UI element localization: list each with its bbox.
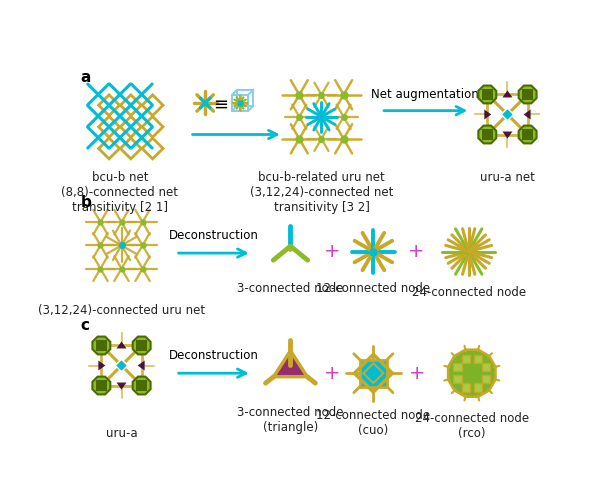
Polygon shape bbox=[137, 361, 145, 370]
Polygon shape bbox=[96, 380, 107, 391]
Polygon shape bbox=[453, 375, 461, 383]
Polygon shape bbox=[522, 129, 533, 140]
Text: +: + bbox=[409, 364, 426, 383]
Text: uru-a: uru-a bbox=[106, 427, 137, 440]
Polygon shape bbox=[116, 382, 127, 390]
Text: 24-connected node: 24-connected node bbox=[412, 286, 526, 299]
Text: 12-connected node: 12-connected node bbox=[316, 282, 430, 295]
Polygon shape bbox=[484, 110, 491, 120]
Polygon shape bbox=[98, 361, 106, 370]
Polygon shape bbox=[473, 383, 482, 392]
Polygon shape bbox=[133, 377, 151, 395]
Polygon shape bbox=[482, 363, 490, 371]
Polygon shape bbox=[473, 355, 482, 363]
Text: uru-a net: uru-a net bbox=[480, 171, 535, 184]
Text: +: + bbox=[324, 364, 341, 383]
Text: c: c bbox=[80, 318, 89, 333]
Text: 24-connected node
(rco): 24-connected node (rco) bbox=[415, 412, 529, 440]
Polygon shape bbox=[482, 375, 490, 383]
Text: bcu-b net
(8,8)-connected net
transitivity [2 1]: bcu-b net (8,8)-connected net transitivi… bbox=[61, 171, 178, 215]
Polygon shape bbox=[116, 341, 127, 348]
Polygon shape bbox=[274, 351, 307, 377]
Text: Net augmentation: Net augmentation bbox=[371, 89, 479, 101]
Text: +: + bbox=[324, 242, 341, 261]
Polygon shape bbox=[518, 86, 536, 103]
Polygon shape bbox=[461, 383, 470, 392]
Text: +: + bbox=[408, 242, 424, 261]
Polygon shape bbox=[502, 91, 512, 97]
Polygon shape bbox=[448, 350, 496, 397]
Polygon shape bbox=[482, 129, 493, 140]
Text: (3,12,24)-connected uru net: (3,12,24)-connected uru net bbox=[38, 304, 205, 317]
Polygon shape bbox=[478, 86, 496, 103]
Polygon shape bbox=[92, 377, 110, 395]
Polygon shape bbox=[359, 360, 387, 387]
Polygon shape bbox=[522, 89, 533, 100]
Polygon shape bbox=[461, 355, 470, 363]
Text: 3-connected node: 3-connected node bbox=[237, 282, 344, 295]
Text: bcu-b-related uru net
(3,12,24)-connected net
transitivity [3 2]: bcu-b-related uru net (3,12,24)-connecte… bbox=[250, 171, 393, 215]
Polygon shape bbox=[133, 337, 151, 354]
Polygon shape bbox=[518, 125, 536, 143]
Text: ≡: ≡ bbox=[213, 95, 228, 114]
Text: a: a bbox=[80, 70, 91, 85]
Polygon shape bbox=[453, 363, 461, 371]
Text: 12-connected node
(cuo): 12-connected node (cuo) bbox=[316, 409, 430, 437]
Polygon shape bbox=[501, 108, 514, 121]
Text: Deconstruction: Deconstruction bbox=[169, 349, 259, 362]
Text: 3-connected node
(triangle): 3-connected node (triangle) bbox=[237, 405, 344, 433]
Text: b: b bbox=[80, 194, 91, 210]
Polygon shape bbox=[115, 359, 128, 371]
Polygon shape bbox=[92, 337, 110, 354]
Text: Deconstruction: Deconstruction bbox=[169, 228, 259, 242]
Polygon shape bbox=[502, 131, 512, 139]
Polygon shape bbox=[478, 125, 496, 143]
Polygon shape bbox=[136, 380, 147, 391]
Polygon shape bbox=[524, 110, 530, 120]
Polygon shape bbox=[136, 340, 147, 351]
Polygon shape bbox=[96, 340, 107, 351]
Polygon shape bbox=[482, 89, 493, 100]
